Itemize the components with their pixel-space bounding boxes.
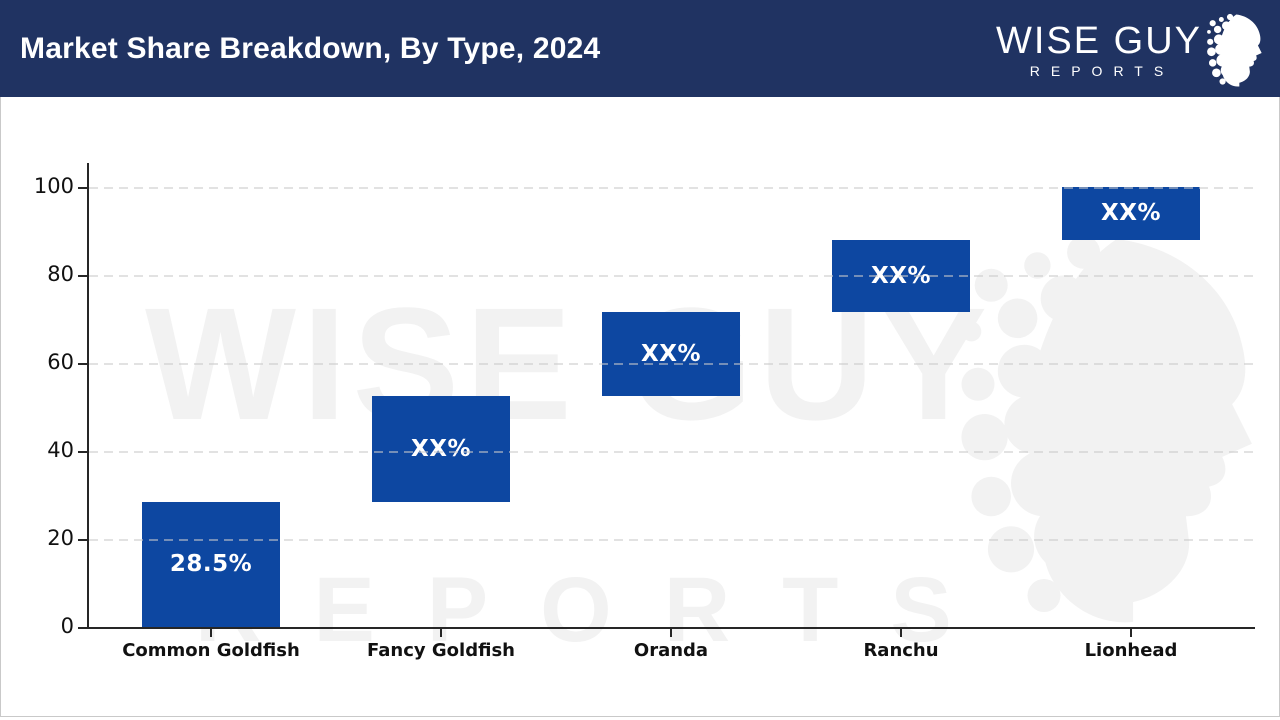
x-tick-mark: [900, 629, 902, 637]
x-category-label: Common Goldfish: [122, 640, 300, 661]
logo-wiseguy-label: WISE GUY: [995, 20, 1202, 62]
wise-guy-logo: WISE GUY REPORTS: [996, 10, 1266, 90]
y-tick-label: 100: [33, 174, 74, 198]
y-tick-mark: [78, 275, 87, 277]
x-tick-mark: [1130, 629, 1132, 637]
gridline-y-100: [89, 187, 1253, 189]
x-category-label: Ranchu: [863, 640, 939, 661]
y-tick-mark: [78, 363, 87, 365]
bar-value-label: 28.5%: [169, 551, 253, 578]
y-tick-label: 40: [47, 438, 74, 462]
bar-common-goldfish: 28.5%: [142, 501, 280, 627]
logo-text: WISE GUY REPORTS: [996, 21, 1202, 79]
x-category-label: Fancy Goldfish: [367, 640, 515, 661]
y-tick-mark: [78, 187, 87, 189]
x-axis-line: [87, 627, 1255, 629]
x-tick-mark: [210, 629, 212, 637]
bar-oranda: XX%: [602, 312, 740, 396]
y-tick-mark: [78, 451, 87, 453]
y-tick-label: 80: [47, 262, 74, 286]
y-axis-line: [87, 163, 89, 629]
y-tick-label: 20: [47, 526, 74, 550]
bar-value-label: XX%: [410, 435, 471, 462]
logo-face-icon: [1204, 13, 1266, 88]
page-title: Market Share Breakdown, By Type, 2024: [20, 31, 601, 65]
y-tick-mark: [78, 627, 87, 629]
gridline-y-60: [89, 363, 1253, 365]
bar-lionhead: XX%: [1062, 187, 1200, 240]
bar-value-label: XX%: [640, 341, 701, 368]
y-tick-label: 60: [47, 350, 74, 374]
logo-reports-label: REPORTS: [1029, 63, 1175, 79]
x-category-label: Lionhead: [1084, 640, 1178, 661]
bar-fancy-goldfish: XX%: [372, 396, 510, 502]
x-category-label: Oranda: [633, 640, 709, 661]
gridline-y-80: [89, 275, 1253, 277]
header-bar: Market Share Breakdown, By Type, 2024 WI…: [0, 0, 1280, 97]
gridline-y-20: [89, 539, 1253, 541]
y-tick-mark: [78, 539, 87, 541]
gridline-y-40: [89, 451, 1253, 453]
x-tick-mark: [440, 629, 442, 637]
watermark-face-icon: [945, 218, 1275, 643]
x-tick-mark: [670, 629, 672, 637]
bar-value-label: XX%: [1100, 200, 1161, 227]
y-tick-label: 0: [60, 614, 74, 638]
